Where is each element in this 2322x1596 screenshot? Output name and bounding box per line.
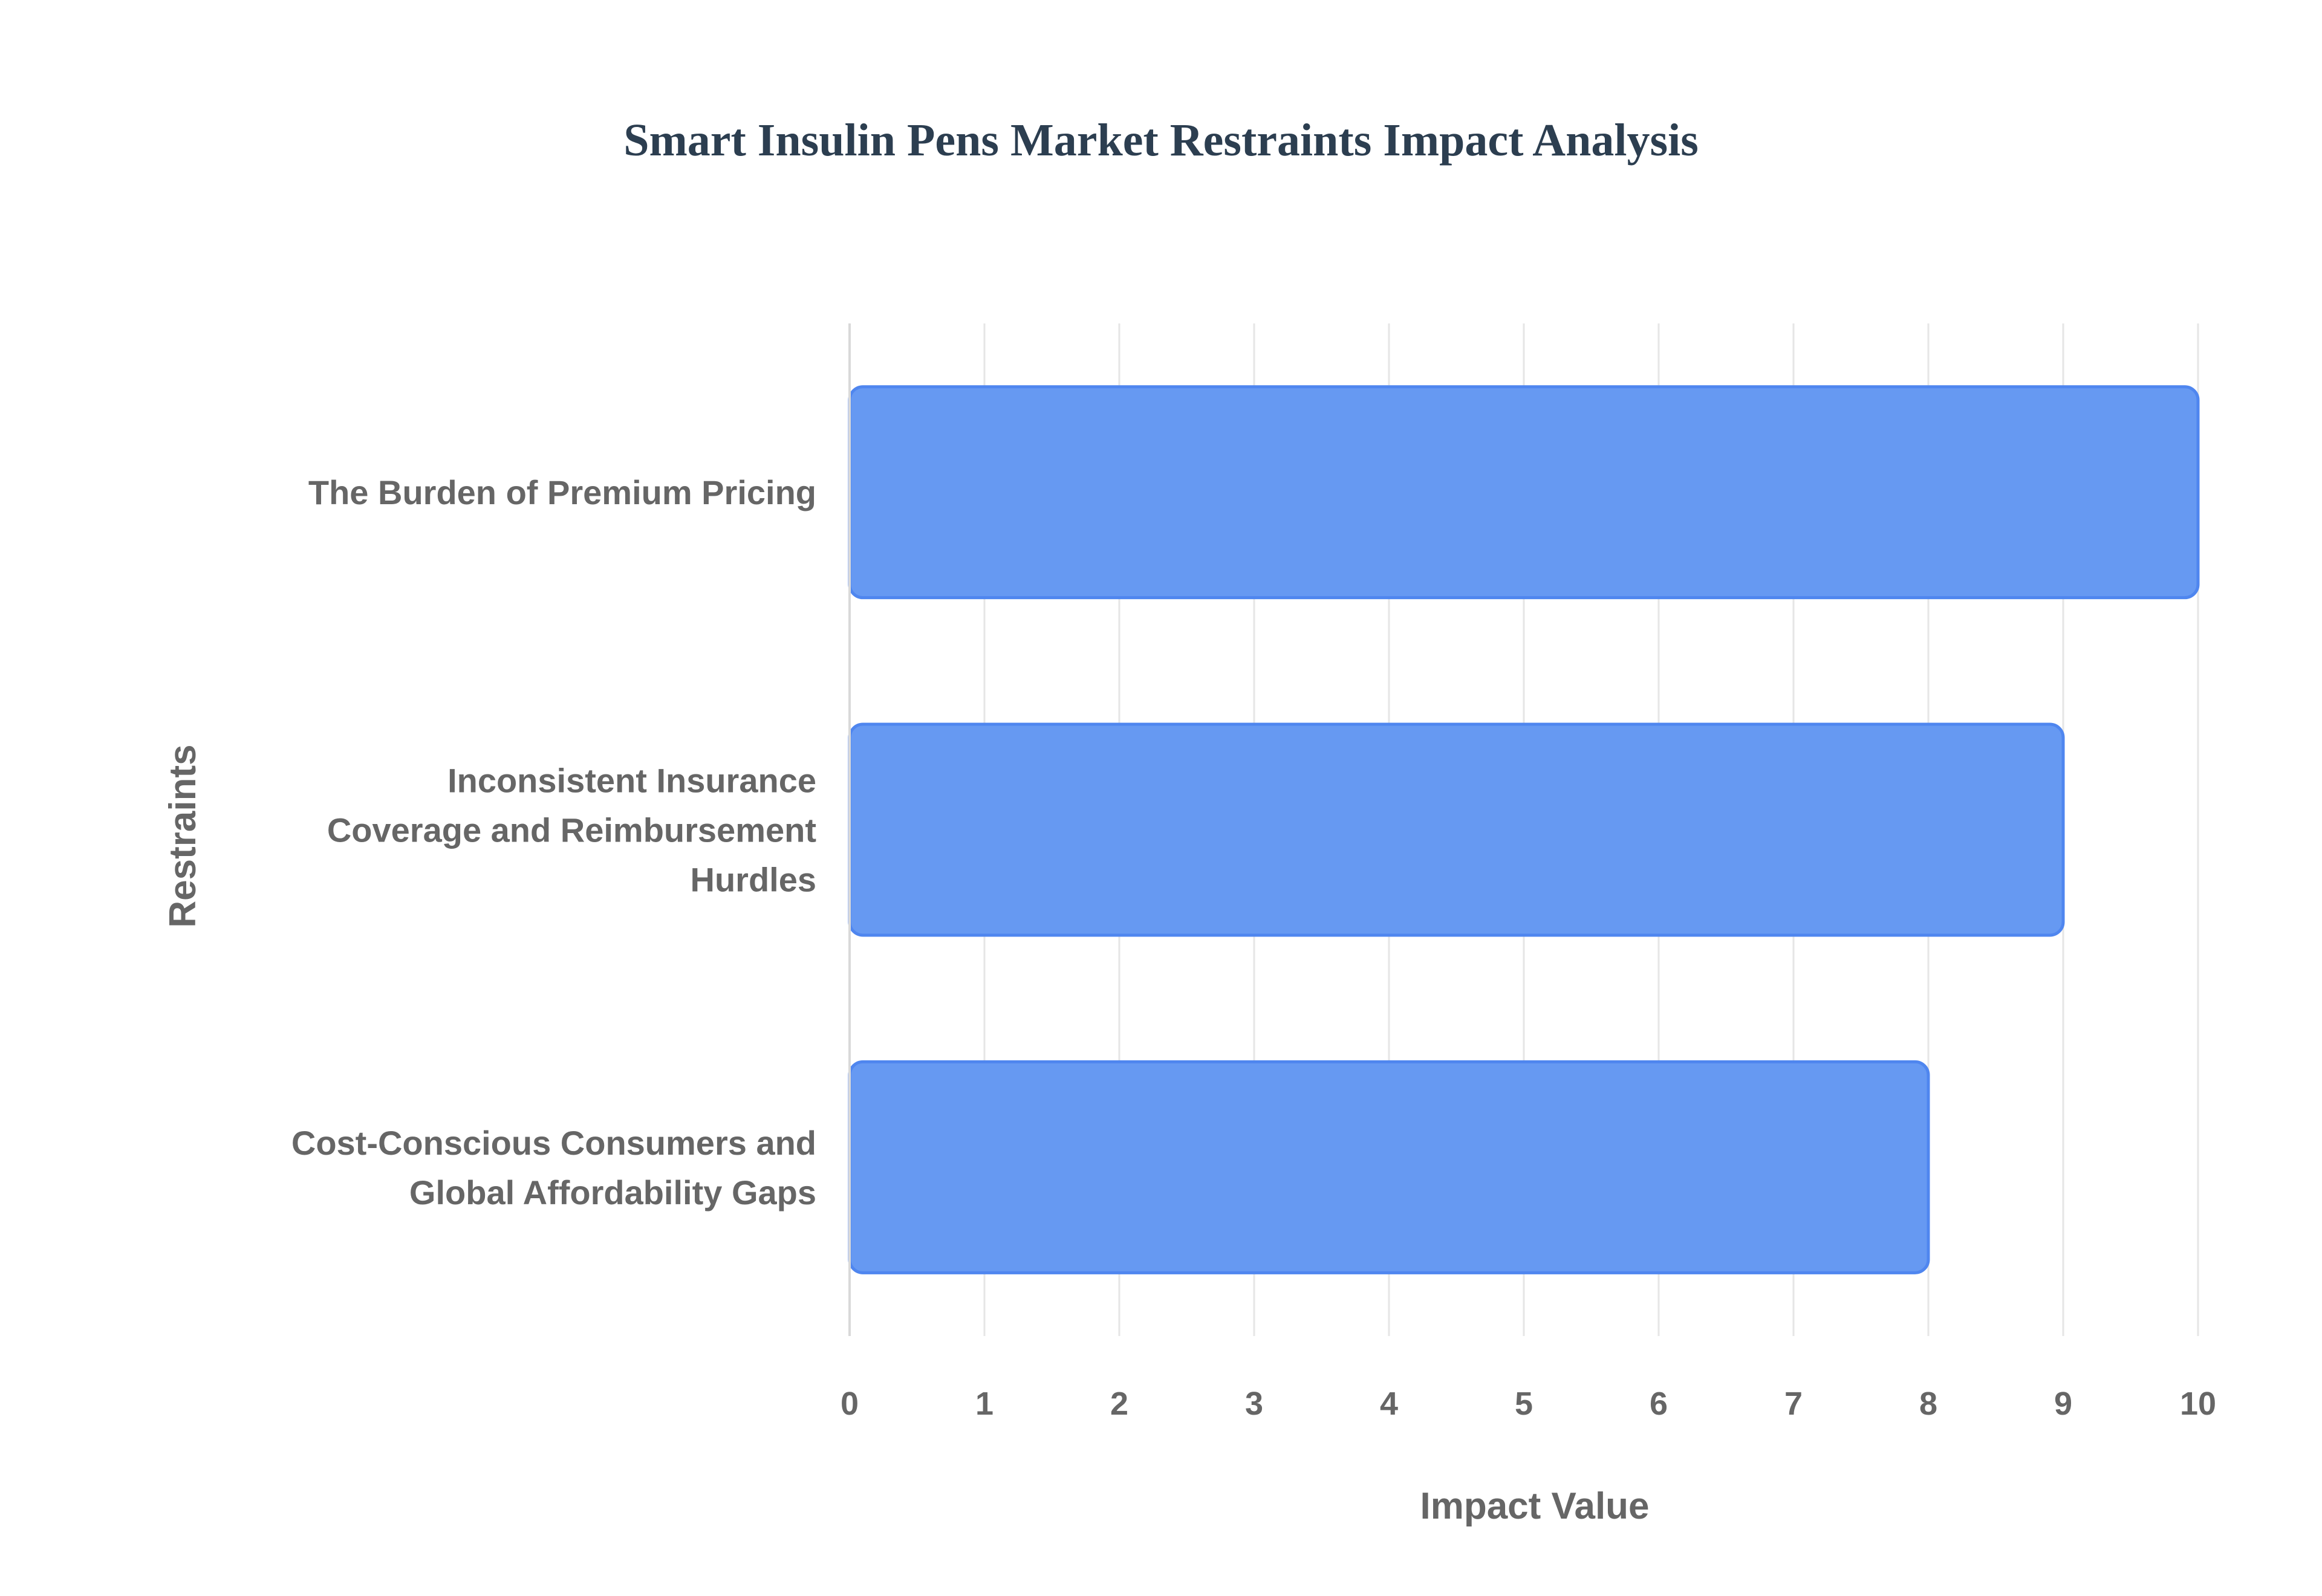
bar	[848, 722, 2065, 937]
category-label-line: The Burden of Premium Pricing	[308, 473, 816, 511]
x-tick-label: 5	[1515, 1386, 1533, 1422]
x-tick-label: 9	[2054, 1386, 2072, 1422]
x-tick-label: 6	[1650, 1386, 1668, 1422]
y-axis-title: Restraints	[162, 744, 204, 927]
chart-title: Smart Insulin Pens Market Restraints Imp…	[623, 115, 1699, 166]
category-label: The Burden of Premium Pricing	[308, 473, 816, 511]
x-tick-label: 2	[1110, 1386, 1128, 1422]
category-label-line: Inconsistent Insurance	[447, 762, 816, 800]
category-label-line: Hurdles	[691, 861, 817, 899]
x-tick-label: 8	[1919, 1386, 1937, 1422]
x-tick-label: 7	[1784, 1386, 1803, 1422]
category-label-line: Cost-Conscious Consumers and	[291, 1124, 816, 1162]
category-label-line: Global Affordability Gaps	[409, 1173, 816, 1212]
x-tick-labels: 0 1 2 3 4 5 6 7 8 9 10	[841, 1386, 2216, 1422]
x-tick-label: 10	[2180, 1386, 2216, 1422]
category-label-line: Coverage and Reimbursement	[327, 811, 816, 849]
x-tick-label: 4	[1380, 1386, 1398, 1422]
category-labels: The Burden of Premium Pricing Inconsisten…	[291, 473, 816, 1212]
bar	[848, 385, 2200, 600]
bar	[848, 1060, 1930, 1274]
category-label: Inconsistent Insurance Coverage and Reimb…	[327, 762, 816, 899]
bars	[848, 385, 2200, 1274]
x-tick-label: 3	[1245, 1386, 1263, 1422]
x-tick-label: 0	[841, 1386, 859, 1422]
x-axis-title: Impact Value	[1420, 1485, 1649, 1527]
category-label: Cost-Conscious Consumers and Global Affor…	[291, 1124, 816, 1212]
x-tick-label: 1	[975, 1386, 994, 1422]
